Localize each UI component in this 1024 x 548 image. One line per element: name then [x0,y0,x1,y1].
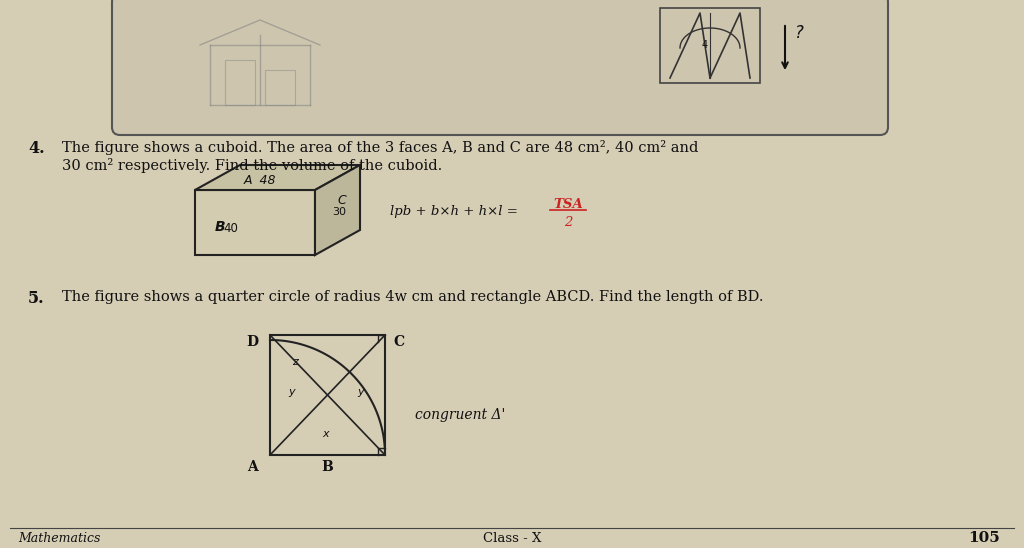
Bar [660,8,760,83]
Text: C: C [393,335,404,349]
Text: y: y [357,387,364,397]
Text: Class - X: Class - X [482,532,542,545]
Text: 4: 4 [701,40,708,50]
Text: C: C [338,193,346,207]
Text: The figure shows a cuboid. The area of the 3 faces A, B and C are 48 cm², 40 cm²: The figure shows a cuboid. The area of t… [62,140,698,155]
Bar [265,70,295,105]
FancyBboxPatch shape [112,0,888,135]
Text: A  48: A 48 [244,174,276,186]
Polygon shape [195,165,360,190]
Text: y: y [288,387,295,397]
Text: lpb + b×h + h×l =: lpb + b×h + h×l = [390,206,518,219]
Text: B: B [322,460,334,474]
Text: x: x [323,429,329,439]
Polygon shape [195,190,315,255]
Text: 30: 30 [332,207,346,217]
Text: Mathematics: Mathematics [18,532,100,545]
Text: ?: ? [795,24,804,42]
Text: B: B [215,220,225,234]
Text: 2: 2 [564,215,572,229]
Text: D: D [246,335,258,349]
Text: The figure shows a quarter circle of radius 4w cm and rectangle ABCD. Find the l: The figure shows a quarter circle of rad… [62,290,764,304]
Text: z: z [292,357,298,367]
Text: 4.: 4. [28,140,45,157]
Text: 40: 40 [223,222,238,236]
Text: congruent Δ': congruent Δ' [415,408,506,422]
Text: A: A [247,460,258,474]
Text: 30 cm² respectively. Find the volume of the cuboid.: 30 cm² respectively. Find the volume of … [62,158,442,173]
Bar [270,335,385,455]
Text: 105: 105 [969,531,1000,545]
Bar [225,60,255,105]
Text: 5.: 5. [28,290,45,307]
Text: TSA: TSA [553,197,583,210]
Polygon shape [315,165,360,255]
